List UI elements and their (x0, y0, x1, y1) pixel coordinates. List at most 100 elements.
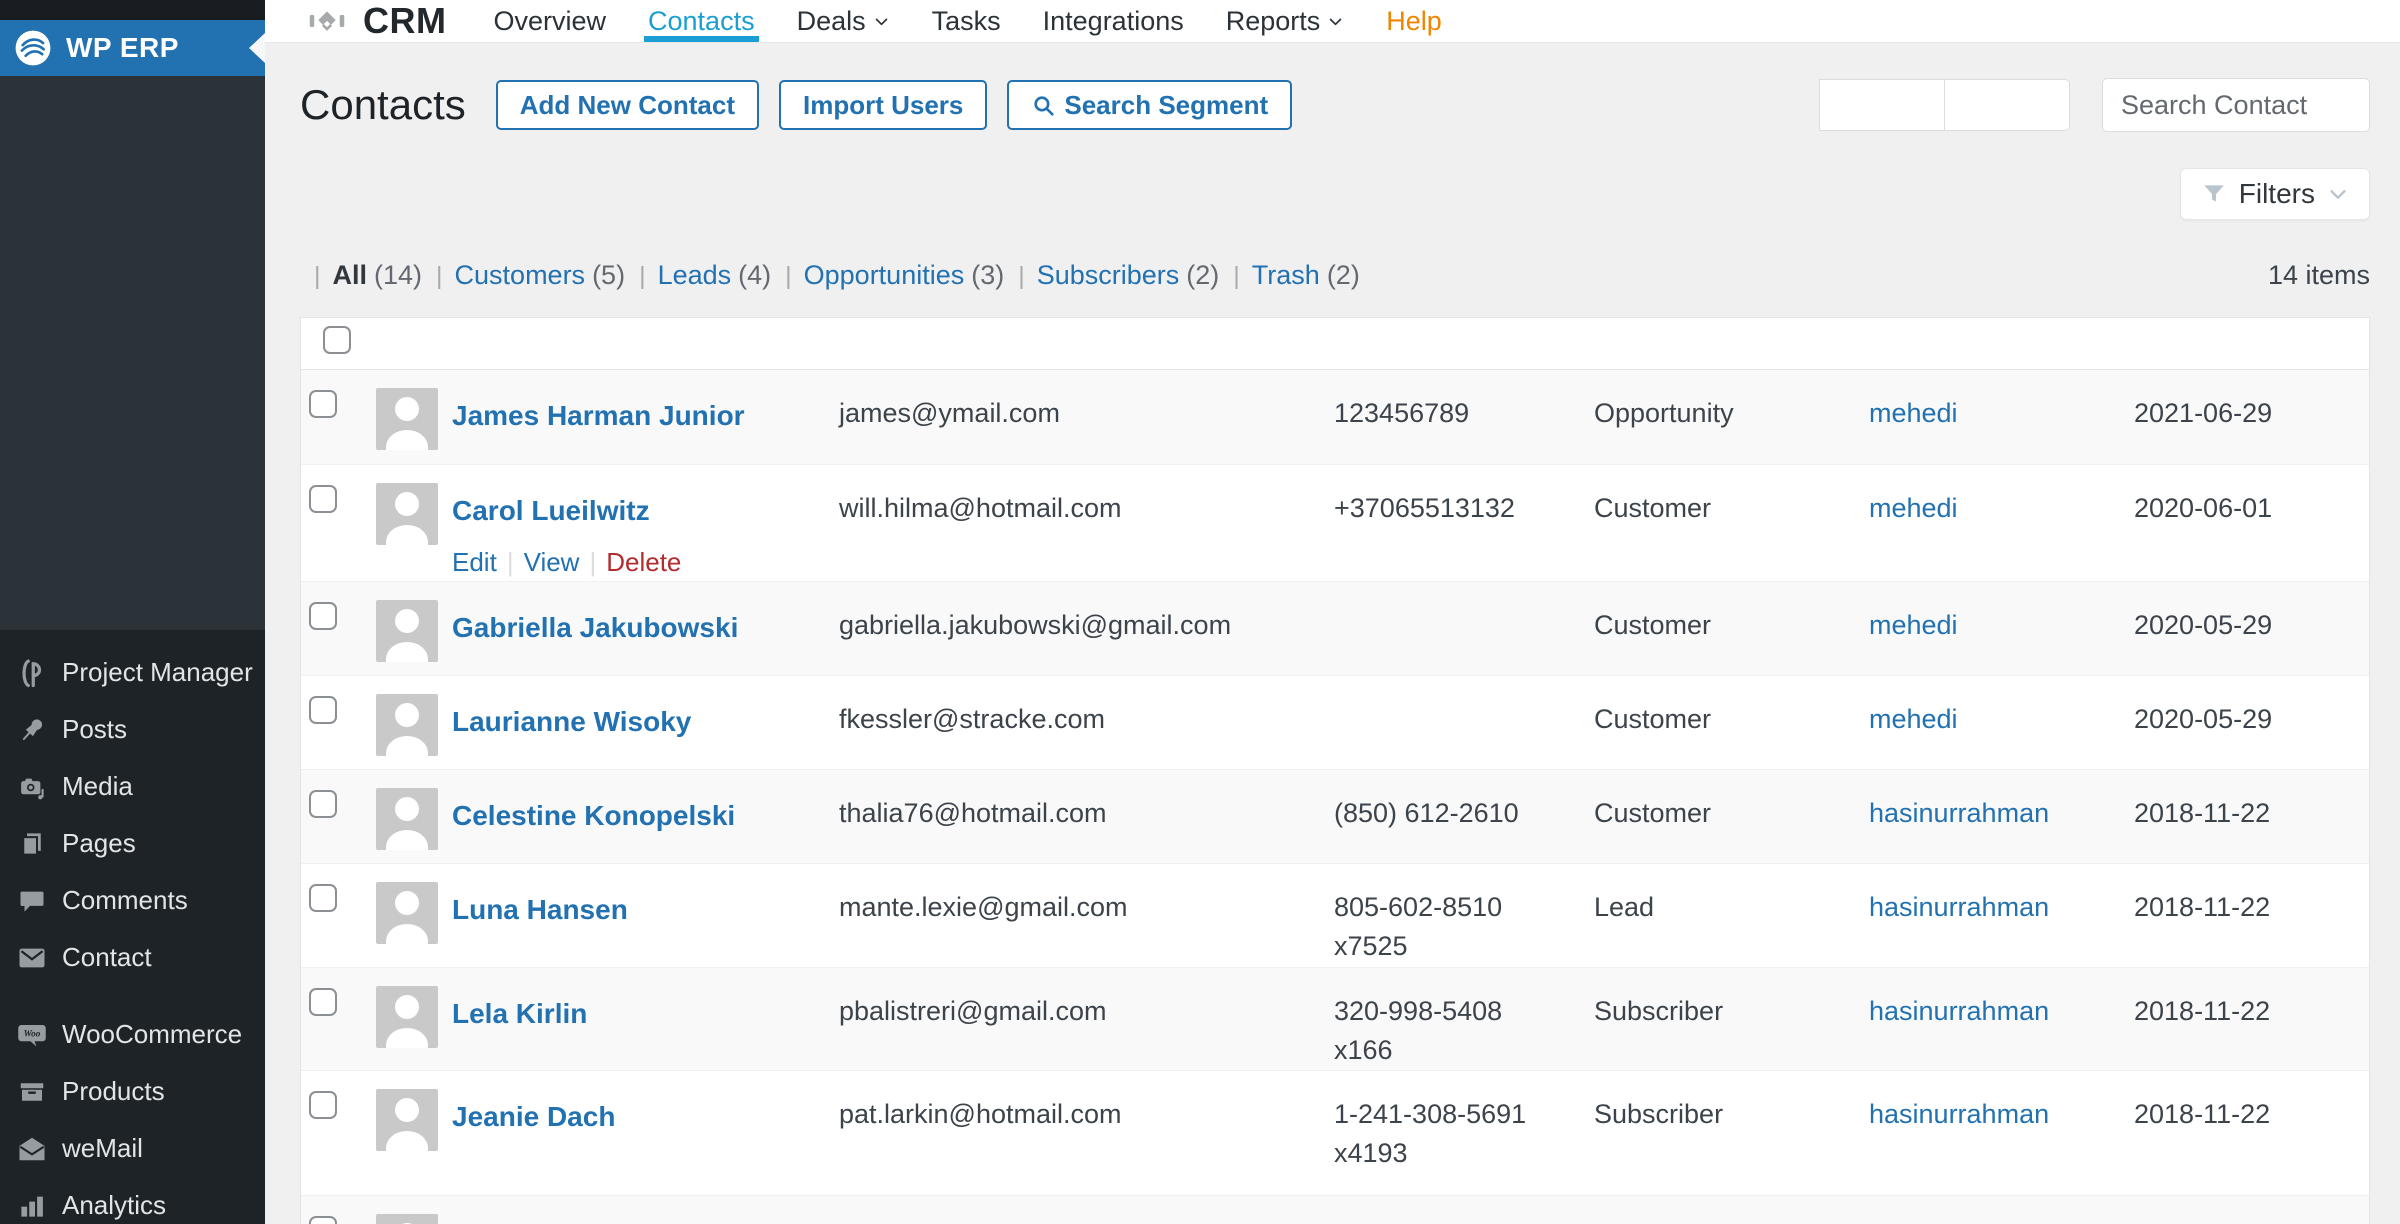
box-icon (12, 1074, 52, 1110)
sidebar-menu-item[interactable]: Project Manager (0, 644, 265, 701)
quick-filter-link[interactable]: Customers (454, 260, 586, 290)
contact-name-link[interactable]: Lela Kirlin (452, 997, 588, 1029)
secondary-action-button[interactable] (1944, 79, 2070, 131)
sidebar-submenu-item[interactable] (0, 376, 265, 424)
sidebar-submenu-item[interactable] (0, 472, 265, 520)
contact-name-link[interactable]: James Harman Junior (452, 400, 745, 431)
owner-link[interactable]: mehedi (1869, 493, 1958, 523)
sidebar-menu-item[interactable]: Products (0, 1063, 265, 1120)
quick-filter: Leads (4) (625, 260, 772, 291)
sidebar-menu-item[interactable]: weMail (0, 1120, 265, 1177)
tabs-row: Filters (300, 168, 2370, 220)
select-all-checkbox[interactable] (323, 326, 351, 354)
row-checkbox[interactable] (309, 696, 337, 725)
nav-item[interactable]: Tasks (931, 5, 1001, 36)
nav-item[interactable]: Integrations (1042, 5, 1184, 36)
row-checkbox[interactable] (309, 790, 337, 819)
quick-filters: All (14) Customers (5) Leads (4) Opportu… (300, 260, 1360, 291)
contact-name-link[interactable]: Celestine Konopelski (452, 800, 736, 832)
row-checkbox[interactable] (309, 987, 337, 1016)
sidebar-submenu-item[interactable] (0, 568, 265, 616)
row-checkbox[interactable] (309, 602, 337, 631)
contact-name-link[interactable]: Gabriella Jakubowski (452, 612, 739, 644)
crm-brand: CRM (303, 0, 446, 42)
admin-menu: Project Manager Posts Media Pages Commen… (0, 630, 265, 1224)
contact-name-link[interactable]: Laurianne Wisoky (452, 706, 692, 738)
sidebar-menu-item[interactable]: Pages (0, 815, 265, 872)
nav-item[interactable]: Deals (797, 0, 890, 42)
sidebar-submenu-item[interactable] (0, 280, 265, 328)
sidebar-submenu-item[interactable] (0, 88, 265, 136)
quick-filter-link[interactable]: Trash (1251, 260, 1320, 290)
secondary-action-button[interactable] (1819, 79, 1945, 131)
owner-link[interactable]: hasinurrahman (1869, 798, 2050, 829)
table-body: James Harman Junior james@ymail.com 1234… (301, 370, 2369, 1224)
life-stage-cell: Subscriber (1594, 995, 1724, 1026)
nav-item[interactable]: Reports (1226, 0, 1345, 42)
row-checkbox[interactable] (309, 485, 337, 513)
sidebar-submenu-item[interactable] (0, 184, 265, 232)
select-all-checkbox-cell (301, 326, 361, 361)
crm-nav-items: Overview Contacts Deals Tasks (472, 0, 1462, 42)
contact-name-link[interactable]: Carol Lueilwitz (452, 495, 650, 526)
life-stage-cell: Customer (1594, 704, 1712, 735)
row-checkbox[interactable] (309, 390, 337, 418)
contact-name-link[interactable]: Luna Hansen (452, 894, 628, 926)
filters-button[interactable]: Filters (2179, 168, 2370, 220)
sidebar-menu-item[interactable]: Contact (0, 929, 265, 986)
owner-link[interactable]: mehedi (1869, 610, 1958, 641)
owner-link[interactable]: hasinurrahman (1869, 1098, 2050, 1129)
edit-link[interactable]: Edit (452, 546, 497, 577)
row-checkbox[interactable] (309, 884, 337, 913)
delete-link[interactable]: Delete (606, 546, 682, 577)
quick-filter-count: (2) (1186, 260, 1220, 290)
wp-erp-brand[interactable]: WP ERP (0, 20, 265, 76)
sidebar-submenu-item[interactable] (0, 328, 265, 376)
sidebar-submenu-item[interactable] (0, 136, 265, 184)
quick-filter-link[interactable]: Subscribers (1036, 260, 1180, 290)
nav-item[interactable]: Help (1386, 5, 1442, 36)
email-cell: gabriella.jakubowski@gmail.com (839, 610, 1232, 641)
open-envelope-icon (12, 1131, 52, 1167)
sidebar-submenu-item[interactable] (0, 424, 265, 472)
quick-filter-count: (3) (971, 260, 1005, 290)
sidebar-menu-item[interactable]: Posts (0, 701, 265, 758)
nav-item[interactable]: Overview (493, 5, 607, 36)
owner-link[interactable]: hasinurrahman (1869, 995, 2050, 1026)
quick-filter-link[interactable]: Opportunities (803, 260, 965, 290)
sidebar-submenu-item[interactable] (0, 520, 265, 568)
quick-filter-link[interactable]: Leads (657, 260, 732, 290)
header-action-button[interactable]: Add New Contact (495, 80, 759, 130)
email-cell: thalia76@hotmail.com (839, 798, 1107, 829)
search-icon (1031, 93, 1056, 118)
sidebar-menu-item[interactable]: Analytics (0, 1177, 265, 1224)
header-action-button[interactable]: Search Segment (1007, 80, 1293, 130)
search-contact-input[interactable] (2102, 78, 2370, 132)
header-action-button[interactable]: Import Users (778, 80, 988, 130)
brand-label: WP ERP (66, 32, 179, 63)
owner-link[interactable]: mehedi (1869, 704, 1958, 735)
head-right (1819, 78, 2370, 132)
row-checkbox[interactable] (309, 1215, 337, 1224)
created-at-cell: 2018-11-22 (2134, 995, 2271, 1026)
sidebar-menu-item[interactable]: Comments (0, 872, 265, 929)
view-link[interactable]: View (523, 546, 580, 577)
owner-link[interactable]: mehedi (1869, 398, 1958, 428)
quick-filter: Opportunities (3) (771, 260, 1005, 291)
quick-filter-row: All (14) Customers (5) Leads (4) Opportu… (300, 260, 2371, 291)
quick-filter-link[interactable]: All (332, 260, 368, 290)
chevron-down-icon (2327, 183, 2349, 205)
project-manager-icon (12, 655, 52, 691)
quick-filter-count: (5) (592, 260, 626, 290)
sidebar-menu-item[interactable]: Media (0, 758, 265, 815)
sidebar-submenu-item[interactable] (0, 232, 265, 280)
owner-link[interactable]: hasinurrahman (1869, 892, 2050, 923)
avatar (376, 1088, 438, 1151)
created-at-cell: 2021-06-29 (2134, 398, 2273, 428)
created-at-cell: 2018-11-22 (2134, 1098, 2271, 1129)
contact-name-link[interactable]: Jeanie Dach (452, 1100, 616, 1132)
caret-down-icon (1327, 13, 1344, 30)
sidebar-menu-item[interactable]: Woo WooCommerce (0, 1006, 265, 1063)
row-checkbox[interactable] (309, 1090, 337, 1119)
nav-item[interactable]: Contacts (644, 0, 759, 42)
